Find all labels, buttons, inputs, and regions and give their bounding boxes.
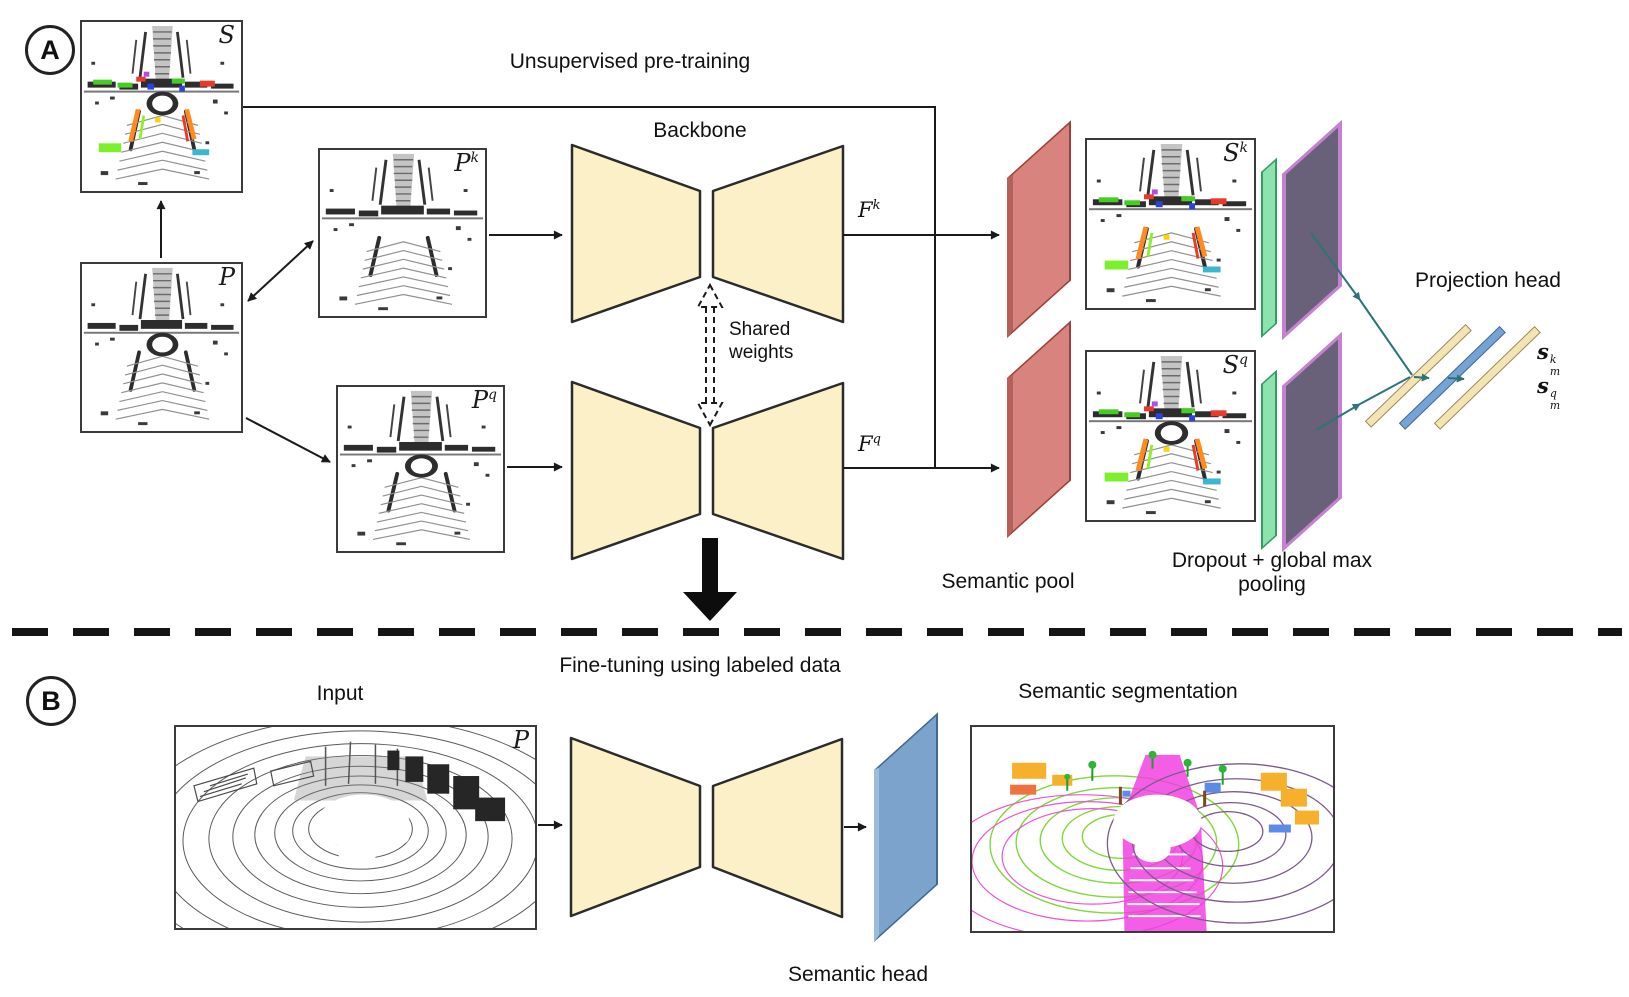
pointcloud-p: P <box>80 262 243 433</box>
feature-k-label: Fk <box>858 198 881 222</box>
projection-head-label: Projection head <box>1415 269 1561 292</box>
finetuning-title: Fine-tuning using labeled data <box>559 654 841 677</box>
decoder-q <box>711 381 845 561</box>
shared-weights-label: Shared weights <box>729 319 794 363</box>
pointcloud-sq: Sq <box>1085 350 1256 522</box>
semantic-pool-label: Semantic pool <box>941 570 1075 593</box>
feature-q-label: Fq <box>858 432 881 456</box>
semantic-pool-panel-k <box>1007 120 1071 338</box>
dropout-panel-q <box>1261 369 1277 550</box>
arrow-p-to-pq <box>245 417 331 463</box>
decoder-finetune <box>711 737 844 919</box>
label-sk: Sk <box>1223 139 1248 167</box>
semantic-pool-panel-q <box>1007 320 1071 538</box>
semantic-segmentation-label: Semantic segmentation <box>1018 680 1238 703</box>
section-b-badge: B <box>26 676 76 726</box>
semantic-head-panel <box>874 712 938 942</box>
backbone-label: Backbone <box>653 119 747 142</box>
label-s: S <box>218 21 235 49</box>
encoder-q <box>570 380 702 561</box>
segmentation-output <box>970 725 1335 933</box>
label-pk: Pk <box>454 149 479 177</box>
label-pq: Pq <box>471 386 497 414</box>
decoder-k <box>711 144 845 324</box>
dropout-pooling-label: Dropout + global max pooling <box>1171 549 1373 596</box>
pretrain-to-finetune-arrow <box>683 538 737 621</box>
pointcloud-pq: Pq <box>336 385 505 553</box>
dropout-panel-k <box>1261 157 1277 338</box>
arrow-p-to-pk <box>247 240 314 302</box>
input-label: Input <box>316 682 364 705</box>
maxpool-panel-k <box>1282 119 1342 340</box>
pretraining-title: Unsupervised pre-training <box>509 50 751 73</box>
pointcloud-pk: Pk <box>318 148 487 318</box>
semantic-head-label: Semantic head <box>787 963 929 986</box>
pointcloud-s: S <box>80 20 243 193</box>
label-sq: Sq <box>1222 351 1248 379</box>
shared-weights-arrow <box>696 282 724 428</box>
pointcloud-input: P <box>174 725 537 930</box>
label-p: P <box>218 263 235 291</box>
encoder-k <box>570 143 702 324</box>
encoder-finetune <box>569 736 702 918</box>
pointcloud-sk: Sk <box>1085 138 1256 310</box>
label-p-input: P <box>512 726 529 754</box>
section-a-badge: A <box>25 25 75 75</box>
maxpool-panel-q <box>1282 331 1342 552</box>
